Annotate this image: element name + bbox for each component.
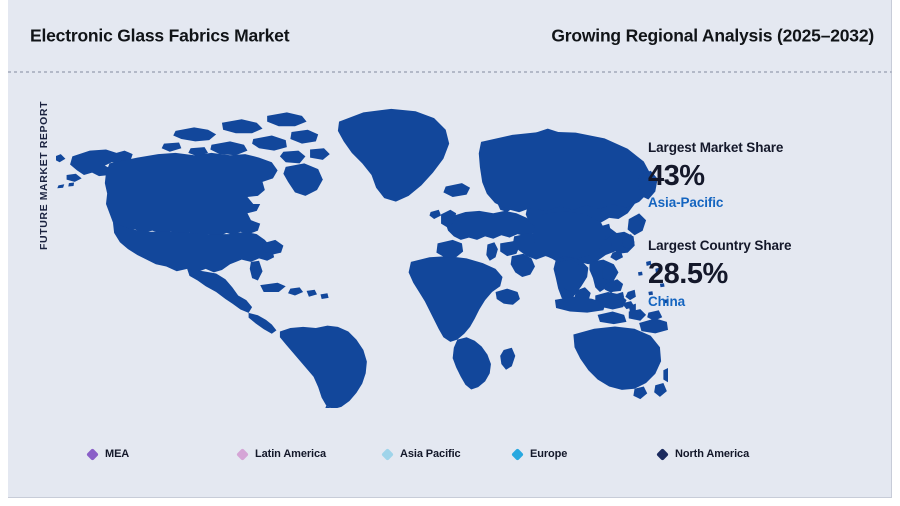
header-subtitle: Growing Regional Analysis (2025–2032) — [551, 25, 874, 46]
stat-subtitle: Asia-Pacific — [648, 195, 724, 211]
stat-largest-market-share: Largest Market Share 43% Asia-Pacific — [648, 140, 888, 210]
legend-item-europe[interactable]: Europe — [511, 447, 568, 461]
legend-label: Latin America — [255, 448, 327, 460]
legend-item-mea[interactable]: MEA — [86, 447, 130, 461]
stat-label: Largest Market Share — [648, 140, 784, 155]
legend-item-latin-america[interactable]: Latin America — [236, 447, 327, 461]
legend-diamond-icon — [381, 447, 394, 461]
stat-value: 43% — [648, 160, 705, 192]
legend-diamond-icon — [656, 447, 669, 461]
header: Electronic Glass Fabrics Market Growing … — [8, 0, 892, 72]
stats-panel: Largest Market Share 43% Asia-Pacific La… — [648, 140, 888, 337]
world-map-asiapacific-extension — [56, 154, 66, 163]
stat-label: Largest Country Share — [648, 238, 792, 254]
legend-label: Europe — [530, 448, 568, 460]
legend-label: North America — [675, 448, 750, 460]
legend-label: Asia Pacific — [400, 448, 461, 460]
world-map — [56, 88, 636, 408]
legend-label: MEA — [105, 448, 130, 460]
stat-subtitle: China — [648, 293, 686, 309]
page-title: Electronic Glass Fabrics Market — [30, 25, 290, 46]
legend-diamond-icon — [86, 447, 99, 461]
legend-item-asia-pacific[interactable]: Asia Pacific — [381, 447, 461, 461]
map-legend: MEA Latin America Asia Pacific Europe No… — [86, 447, 808, 468]
brand-vertical-label: FUTURE MARKET REPORT — [38, 100, 50, 250]
stat-largest-country-share: Largest Country Share 28.5% China — [648, 238, 888, 308]
legend-item-north-america[interactable]: North America — [656, 447, 750, 461]
stat-value: 28.5% — [648, 258, 728, 291]
legend-diamond-icon — [511, 447, 524, 461]
world-map-svg — [56, 108, 636, 408]
header-divider — [8, 71, 892, 73]
legend-diamond-icon — [236, 447, 249, 461]
infographic-card: Electronic Glass Fabrics Market Growing … — [8, 0, 892, 498]
world-map-landmasses — [57, 108, 636, 408]
